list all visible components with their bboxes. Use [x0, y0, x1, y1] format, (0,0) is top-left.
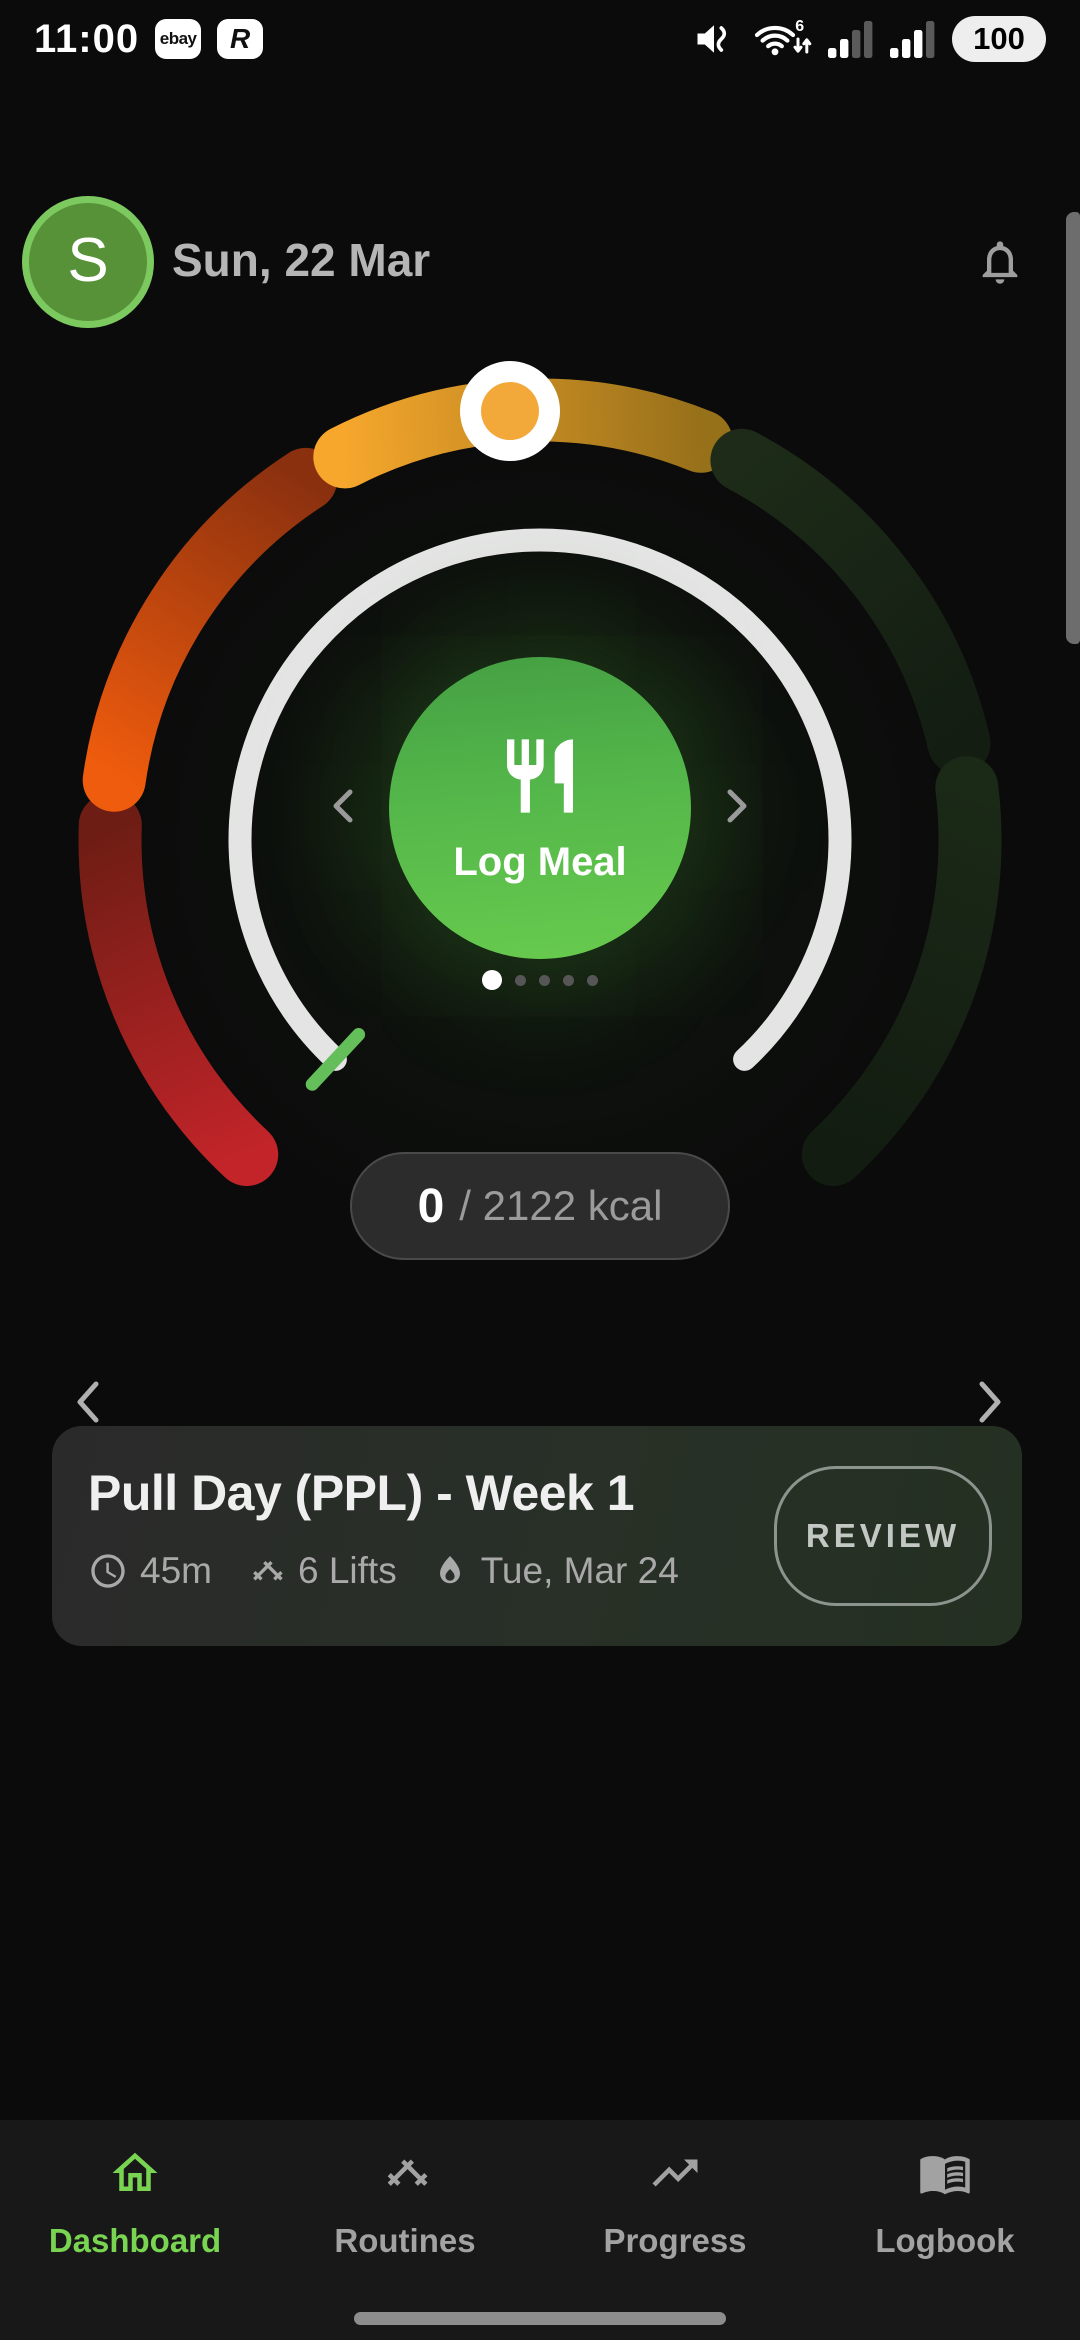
flame-icon — [439, 1555, 460, 1584]
home-icon — [112, 2152, 158, 2191]
dumbbell-icon — [253, 1561, 283, 1581]
workout-meta: 45m 6 Lifts Tue, Mar 24 — [88, 1550, 679, 1592]
dumbbell-icon — [387, 2159, 428, 2186]
wifi-icon: 6 — [754, 18, 812, 56]
nav-label-dashboard: Dashboard — [48, 2222, 222, 2259]
gesture-bar[interactable] — [354, 2312, 726, 2325]
clock-time: 11:00 — [34, 16, 140, 61]
avatar-initial: S — [67, 225, 109, 295]
workout-card[interactable]: Pull Day (PPL) - Week 1 45m 6 Lifts Tue,… — [52, 1426, 1022, 1646]
workout-prev-chevron-icon[interactable] — [66, 1374, 110, 1430]
calorie-gauge — [78, 361, 1002, 1186]
gauge-segment-dark-green-upper — [710, 428, 991, 775]
lifts-value: 6 Lifts — [297, 1550, 397, 1591]
gauge-progress-tick — [305, 1028, 366, 1091]
review-button[interactable]: REVIEW — [774, 1466, 992, 1606]
bottom-nav: Dashboard Routines Progress Logbook — [0, 2120, 1080, 2340]
gauge-progress-track — [228, 528, 852, 1071]
r-app-notification-icon: R — [217, 19, 264, 59]
page-dot[interactable] — [587, 974, 598, 986]
workout-next-chevron-icon[interactable] — [968, 1374, 1012, 1430]
nav-label-routines: Routines — [334, 2222, 476, 2259]
gauge-marker-dot — [481, 382, 540, 441]
mute-icon — [697, 25, 727, 53]
log-meal-button[interactable]: Log Meal — [389, 657, 691, 959]
nav-label-progress: Progress — [603, 2222, 747, 2259]
status-bar: 11:00 ebay R 6 100 — [0, 0, 1080, 78]
notification-bell-icon[interactable] — [974, 234, 1026, 290]
avatar[interactable]: S — [22, 196, 154, 328]
header-date: Sun, 22 Mar — [172, 234, 431, 286]
calories-consumed: 0 — [417, 1179, 445, 1233]
calories-goal: / 2122 kcal — [459, 1182, 663, 1229]
page-indicator[interactable] — [0, 968, 1080, 992]
signal-bars-sim1-icon — [828, 21, 873, 58]
fork-knife-icon — [507, 738, 573, 813]
battery-indicator: 100 — [952, 16, 1046, 62]
gauge-segment-orange — [82, 447, 338, 812]
lifts-meta: 6 Lifts — [246, 1550, 397, 1592]
schedule-meta: Tue, Mar 24 — [431, 1550, 679, 1592]
status-icons: 6 100 — [692, 16, 1046, 62]
schedule-value: Tue, Mar 24 — [480, 1550, 679, 1591]
carousel-next-chevron-icon[interactable] — [717, 782, 757, 830]
nav-item-routines[interactable]: Routines — [270, 2120, 540, 2340]
page-dot[interactable] — [539, 974, 550, 986]
gauge-segment-red — [78, 793, 279, 1186]
carousel-prev-chevron-icon[interactable] — [323, 782, 363, 830]
ebay-notification-icon: ebay — [155, 19, 202, 59]
nav-item-logbook[interactable]: Logbook — [810, 2120, 1080, 2340]
trending-up-icon — [652, 2159, 698, 2187]
workout-title: Pull Day (PPL) - Week 1 — [88, 1465, 635, 1521]
nav-label-logbook: Logbook — [875, 2222, 1015, 2259]
nav-item-dashboard[interactable]: Dashboard — [0, 2120, 270, 2340]
scrollbar[interactable] — [1066, 212, 1080, 644]
calorie-summary-pill: 0 / 2122 kcal — [350, 1152, 730, 1260]
nav-item-progress[interactable]: Progress — [540, 2120, 810, 2340]
signal-bars-sim2-icon — [890, 21, 935, 58]
page-dot[interactable] — [515, 974, 526, 986]
gauge-segment-dark-green-lower — [801, 756, 1002, 1186]
page-dot-active[interactable] — [482, 970, 502, 990]
duration-meta: 45m — [88, 1550, 212, 1592]
book-icon — [920, 2156, 970, 2195]
duration-value: 45m — [140, 1550, 212, 1591]
page-dot[interactable] — [563, 974, 574, 986]
wifi-6-label: 6 — [795, 18, 804, 35]
clock-icon — [91, 1554, 125, 1588]
log-meal-label: Log Meal — [453, 839, 627, 884]
